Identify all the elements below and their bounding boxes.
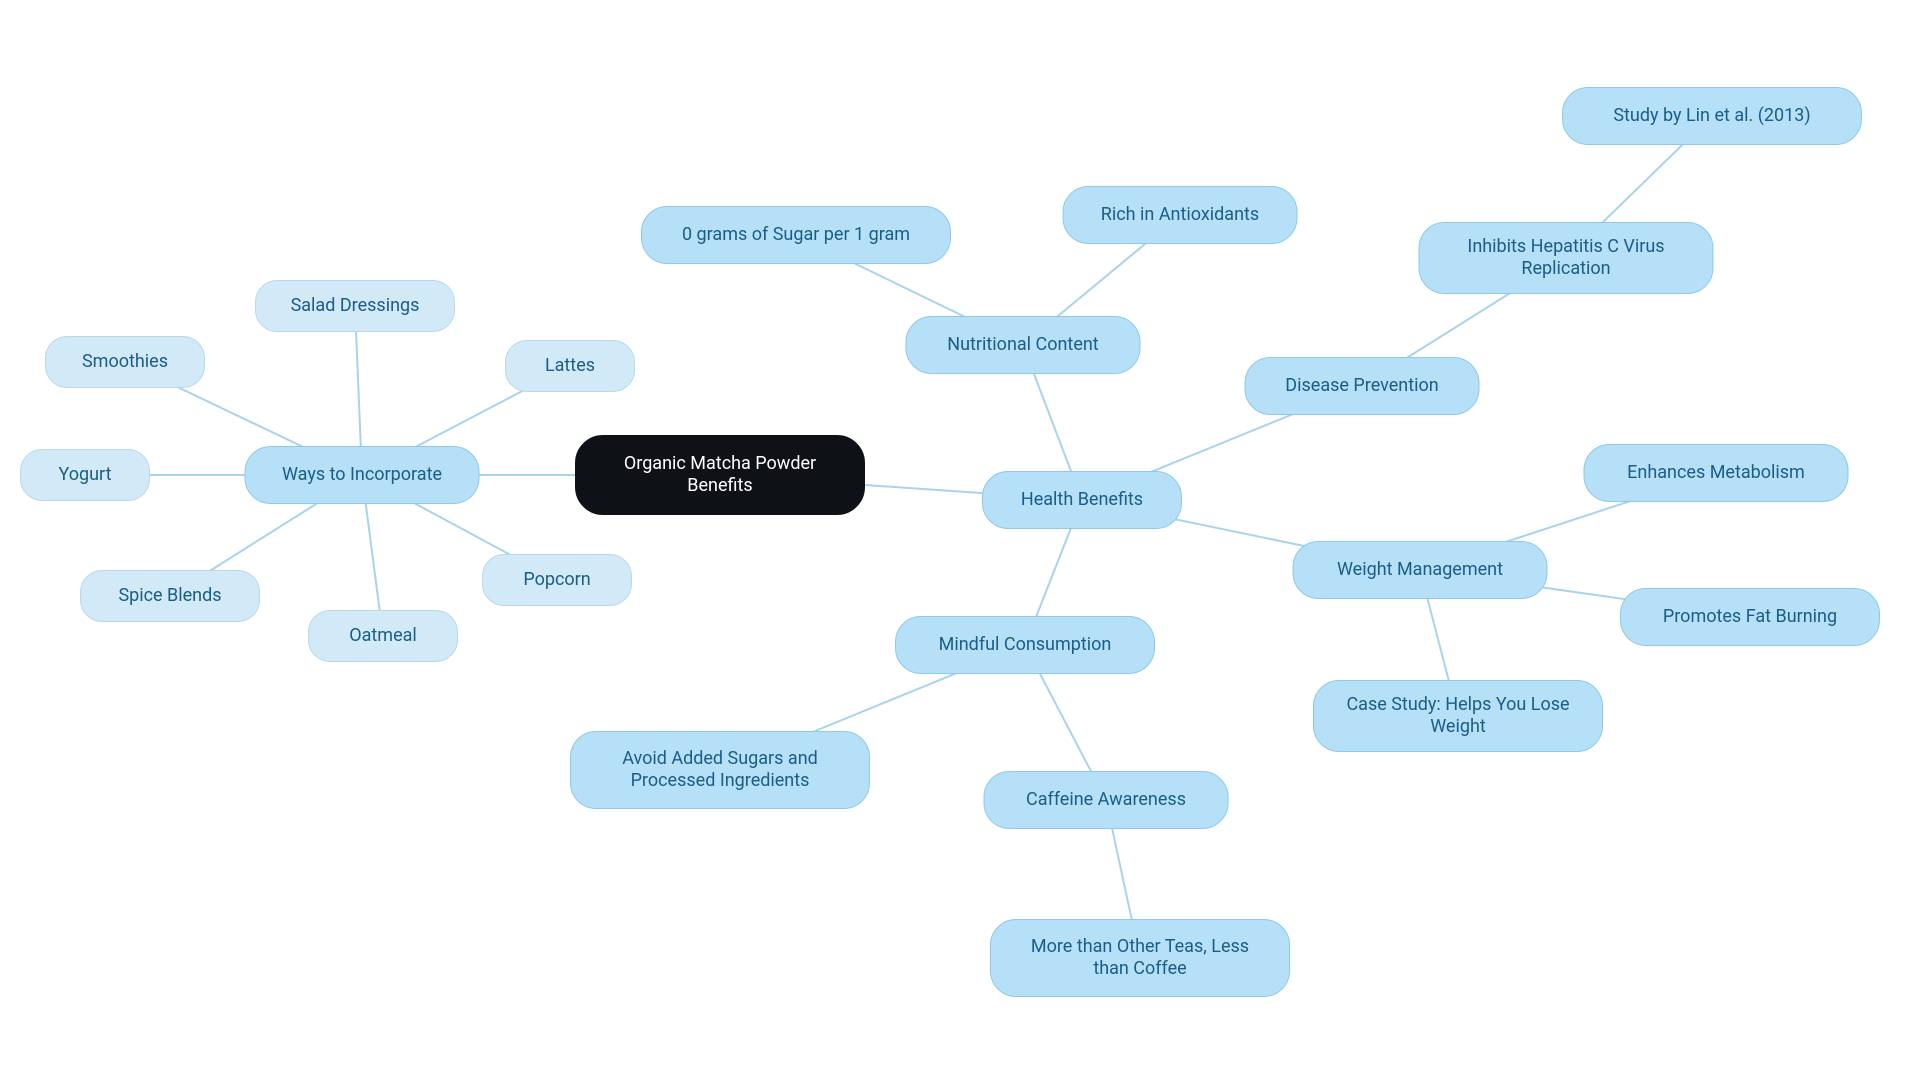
- node-oatmeal: Oatmeal: [308, 610, 458, 662]
- node-ways: Ways to Incorporate: [245, 446, 480, 504]
- node-label: Spice Blends: [118, 585, 221, 608]
- node-health: Health Benefits: [982, 471, 1182, 529]
- node-label: Ways to Incorporate: [282, 464, 442, 487]
- node-label: Salad Dressings: [291, 295, 420, 318]
- node-smoothies: Smoothies: [45, 336, 205, 388]
- node-label: Nutritional Content: [947, 334, 1098, 357]
- node-label: Yogurt: [59, 464, 112, 487]
- node-label: Weight Management: [1337, 559, 1503, 582]
- node-hepc: Inhibits Hepatitis C Virus Replication: [1419, 222, 1714, 294]
- node-sugar: 0 grams of Sugar per 1 gram: [641, 206, 951, 264]
- node-popcorn: Popcorn: [482, 554, 632, 606]
- node-label: Mindful Consumption: [939, 634, 1112, 657]
- node-avoid: Avoid Added Sugars and Processed Ingredi…: [570, 731, 870, 809]
- node-label: Enhances Metabolism: [1627, 462, 1805, 485]
- node-yogurt: Yogurt: [20, 449, 150, 501]
- node-metab: Enhances Metabolism: [1584, 444, 1849, 502]
- node-root: Organic Matcha Powder Benefits: [575, 435, 865, 515]
- edge-layer: [0, 0, 1920, 1083]
- node-label: Oatmeal: [349, 625, 417, 648]
- node-morethan: More than Other Teas, Less than Coffee: [990, 919, 1290, 997]
- node-spice: Spice Blends: [80, 570, 260, 622]
- node-antiox: Rich in Antioxidants: [1063, 186, 1298, 244]
- node-label: Inhibits Hepatitis C Virus Replication: [1440, 236, 1693, 281]
- node-label: Rich in Antioxidants: [1101, 204, 1259, 227]
- node-label: Case Study: Helps You Lose Weight: [1334, 694, 1582, 739]
- node-disease: Disease Prevention: [1245, 357, 1480, 415]
- node-label: Organic Matcha Powder Benefits: [596, 453, 844, 498]
- node-caff: Caffeine Awareness: [984, 771, 1229, 829]
- node-label: Smoothies: [82, 351, 168, 374]
- node-salad: Salad Dressings: [255, 280, 455, 332]
- node-label: More than Other Teas, Less than Coffee: [1011, 936, 1269, 981]
- node-mindful: Mindful Consumption: [895, 616, 1155, 674]
- node-label: Promotes Fat Burning: [1663, 606, 1837, 629]
- node-label: Disease Prevention: [1285, 375, 1438, 398]
- node-label: Lattes: [545, 355, 595, 378]
- node-label: 0 grams of Sugar per 1 gram: [682, 224, 910, 247]
- node-label: Study by Lin et al. (2013): [1613, 105, 1810, 128]
- node-case: Case Study: Helps You Lose Weight: [1313, 680, 1603, 752]
- node-label: Caffeine Awareness: [1026, 789, 1186, 812]
- node-label: Popcorn: [523, 569, 590, 592]
- node-nutr: Nutritional Content: [906, 316, 1141, 374]
- mindmap-canvas: Organic Matcha Powder Benefits Ways to In…: [0, 0, 1920, 1083]
- node-lattes: Lattes: [505, 340, 635, 392]
- node-fat: Promotes Fat Burning: [1620, 588, 1880, 646]
- node-label: Avoid Added Sugars and Processed Ingredi…: [591, 748, 849, 793]
- node-lin: Study by Lin et al. (2013): [1562, 87, 1862, 145]
- node-label: Health Benefits: [1021, 489, 1143, 512]
- node-weight: Weight Management: [1293, 541, 1548, 599]
